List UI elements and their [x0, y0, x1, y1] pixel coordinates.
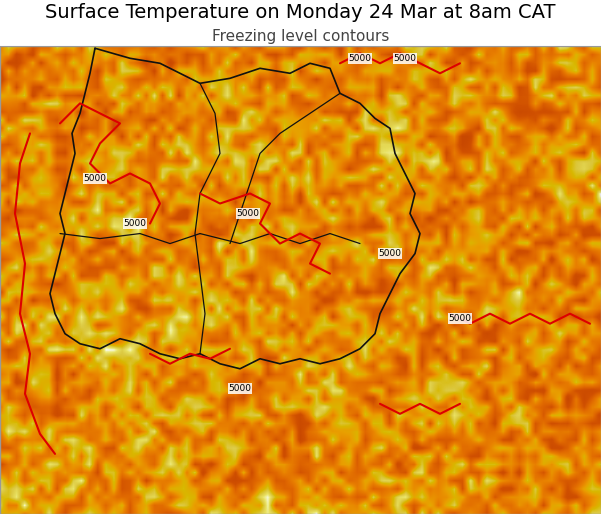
Text: 5000: 5000 [237, 209, 260, 218]
Text: 5000: 5000 [448, 314, 472, 323]
Text: Surface Temperature on Monday 24 Mar at 8am CAT: Surface Temperature on Monday 24 Mar at … [45, 4, 556, 23]
Text: 5000: 5000 [123, 219, 147, 228]
Text: 5000: 5000 [394, 54, 416, 63]
Text: 5000: 5000 [228, 384, 251, 393]
Text: 5000: 5000 [379, 249, 401, 258]
Text: 5000: 5000 [349, 54, 371, 63]
Text: 5000: 5000 [84, 174, 106, 183]
Text: Freezing level contours: Freezing level contours [212, 29, 389, 44]
